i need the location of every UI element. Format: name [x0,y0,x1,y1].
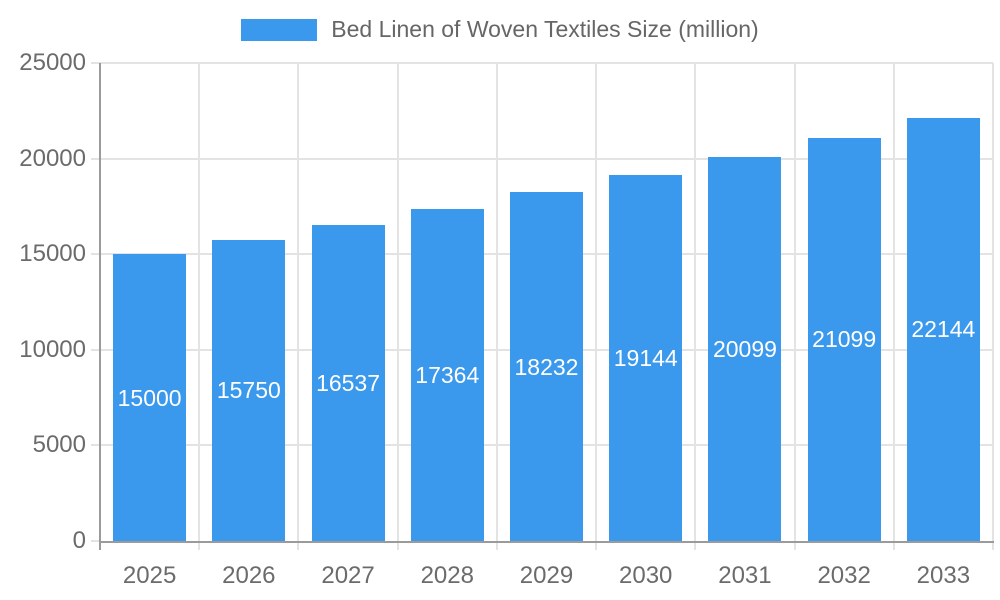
bar-2026[interactable] [212,239,286,541]
legend-swatch [241,18,318,41]
grid-line-horizontal [100,157,993,160]
y-tick-label: 10000 [19,335,86,363]
bar-value-label: 18232 [514,353,579,380]
bar-value-label: 20099 [712,335,777,362]
bar-value-label: 22144 [911,316,976,343]
x-axis-tick [694,541,697,550]
y-axis-tick [91,62,100,64]
y-axis-line [99,63,101,550]
x-tick-label: 2030 [619,562,673,589]
x-tick-label: 2029 [519,562,574,589]
grid-line-horizontal [100,62,993,64]
bar-value-label: 19144 [613,344,678,371]
grid-line-vertical [396,63,399,541]
x-tick-label: 2025 [122,562,177,589]
x-axis-tick [992,541,994,550]
bar-2027[interactable] [311,224,385,541]
grid-line-vertical [793,63,796,541]
grid-line-vertical [694,63,697,541]
y-tick-label: 15000 [19,240,86,268]
x-axis-tick [595,541,598,550]
bar-2033[interactable] [906,117,980,541]
bar-2030[interactable] [609,174,683,541]
bar-2028[interactable] [410,209,484,541]
x-axis-tick [892,541,895,550]
bar-2031[interactable] [708,156,782,541]
legend-label: Bed Linen of Woven Textiles Size (millio… [331,16,759,42]
x-axis-tick [793,541,796,550]
y-tick-label: 5000 [32,431,86,459]
bar-value-label: 21099 [812,326,877,353]
bar-value-label: 15750 [216,377,281,404]
x-tick-label: 2028 [420,562,474,589]
x-tick-label: 2031 [718,562,772,589]
bar-value-label: 17364 [415,362,480,388]
y-axis-tick [91,348,100,351]
x-axis-tick [495,541,498,550]
x-tick-label: 2027 [321,562,375,589]
bar-value-label: 15000 [117,384,182,411]
y-tick-label: 0 [72,527,86,554]
x-tick-label: 2026 [222,562,276,589]
grid-line-vertical [495,63,498,541]
x-tick-label: 2032 [817,562,871,589]
y-axis-tick [91,444,100,447]
grid-line-vertical [198,63,201,541]
grid-line-vertical [992,63,994,541]
x-axis-tick [198,541,201,550]
y-axis-tick [91,157,100,160]
grid-line-vertical [892,63,895,541]
y-axis-tick [91,253,100,256]
bar-2025[interactable] [113,254,187,541]
grid-line-vertical [595,63,598,541]
grid-line-vertical [297,63,300,541]
y-axis-tick [91,540,100,542]
x-tick-label: 2033 [916,562,971,589]
x-axis-line [99,541,994,543]
y-tick-label: 20000 [19,144,86,172]
bar-2032[interactable] [807,137,881,541]
bar-value-label: 16537 [316,369,381,396]
legend[interactable]: Bed Linen of Woven Textiles Size (millio… [0,16,1000,43]
y-tick-label: 25000 [19,49,86,76]
x-axis-tick [396,541,399,550]
bar-2029[interactable] [510,192,583,541]
x-axis-tick [297,541,300,550]
